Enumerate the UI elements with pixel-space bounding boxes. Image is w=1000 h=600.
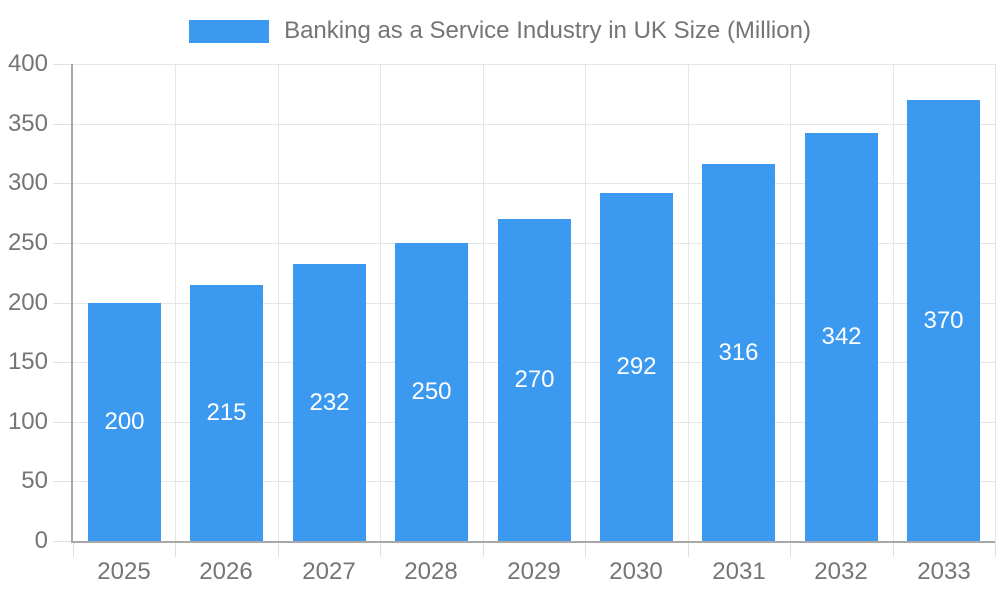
gridline-horizontal: [73, 124, 995, 125]
y-axis-label: 250: [7, 229, 48, 256]
gridline-horizontal: [73, 183, 995, 184]
y-axis-tick: [53, 362, 73, 363]
bar-value-label: 250: [411, 378, 452, 405]
y-axis-tick: [53, 541, 73, 542]
gridline-vertical: [278, 64, 279, 541]
gridline-vertical: [483, 64, 484, 541]
gridline-vertical: [995, 64, 996, 541]
gridline-vertical: [688, 64, 689, 541]
bar-2033[interactable]: 370: [907, 100, 980, 541]
x-axis-label: 2032: [814, 558, 868, 585]
y-axis-label: 0: [34, 527, 48, 554]
x-axis-tick: [790, 541, 791, 557]
bar-value-label: 370: [923, 306, 964, 334]
legend-item[interactable]: Banking as a Service Industry in UK Size…: [189, 17, 811, 45]
chart-title: Banking as a Service Industry in UK Size…: [284, 17, 811, 44]
bar-value-label: 316: [718, 338, 759, 366]
x-axis-label: 2033: [917, 558, 971, 585]
x-axis-label: 2027: [302, 558, 356, 585]
y-axis-label: 100: [7, 408, 48, 435]
bar-2026[interactable]: 215: [190, 285, 263, 541]
y-axis-tick: [53, 422, 73, 423]
y-axis-label: 400: [7, 50, 48, 77]
bar-value-label: 342: [821, 323, 862, 350]
x-axis-label: 2025: [97, 558, 151, 585]
x-axis-label: 2029: [507, 558, 561, 585]
bar-value-label: 292: [616, 353, 657, 380]
x-axis-line: [71, 541, 995, 543]
y-axis-tick: [53, 183, 73, 184]
bar-value-label: 200: [104, 408, 145, 435]
gridline-vertical: [790, 64, 791, 541]
bar-2028[interactable]: 250: [395, 243, 468, 541]
y-axis-tick: [53, 124, 73, 125]
bar-2027[interactable]: 232: [293, 264, 366, 541]
y-axis-tick: [53, 243, 73, 244]
x-axis-label: 2028: [404, 558, 458, 585]
y-axis-label: 350: [7, 110, 48, 137]
x-axis-tick: [380, 541, 381, 557]
bar-2025[interactable]: 200: [88, 303, 161, 541]
bar-2031[interactable]: 316: [702, 164, 775, 541]
y-axis-label: 300: [7, 169, 48, 196]
y-axis-line: [71, 64, 73, 541]
x-axis-label: 2030: [609, 558, 663, 585]
bar-2029[interactable]: 270: [498, 219, 571, 541]
x-axis-tick: [175, 541, 176, 557]
x-axis-tick: [585, 541, 586, 557]
x-axis-tick: [483, 541, 484, 557]
gridline-vertical: [380, 64, 381, 541]
y-axis-label: 50: [21, 467, 48, 494]
x-axis-label: 2031: [712, 558, 766, 585]
x-axis-tick: [893, 541, 894, 557]
x-axis-tick: [73, 541, 74, 557]
y-axis-tick: [53, 64, 73, 65]
gridline-vertical: [175, 64, 176, 541]
bar-2030[interactable]: 292: [600, 193, 673, 541]
gridline-vertical: [585, 64, 586, 541]
x-axis-tick: [278, 541, 279, 557]
bar-value-label: 215: [206, 399, 247, 426]
x-axis-label: 2026: [199, 558, 253, 585]
y-axis-label: 200: [7, 289, 48, 316]
bar-value-label: 232: [309, 388, 350, 416]
x-axis-tick: [995, 541, 996, 557]
bar-2032[interactable]: 342: [805, 133, 878, 541]
gridline-horizontal: [73, 64, 995, 65]
y-axis-label: 150: [7, 348, 48, 375]
legend: Banking as a Service Industry in UK Size…: [0, 17, 1000, 45]
y-axis-tick: [53, 481, 73, 482]
gridline-vertical: [893, 64, 894, 541]
x-axis-tick: [688, 541, 689, 557]
bar-value-label: 270: [514, 366, 555, 393]
y-axis-tick: [53, 303, 73, 304]
legend-swatch-icon: [189, 19, 270, 43]
